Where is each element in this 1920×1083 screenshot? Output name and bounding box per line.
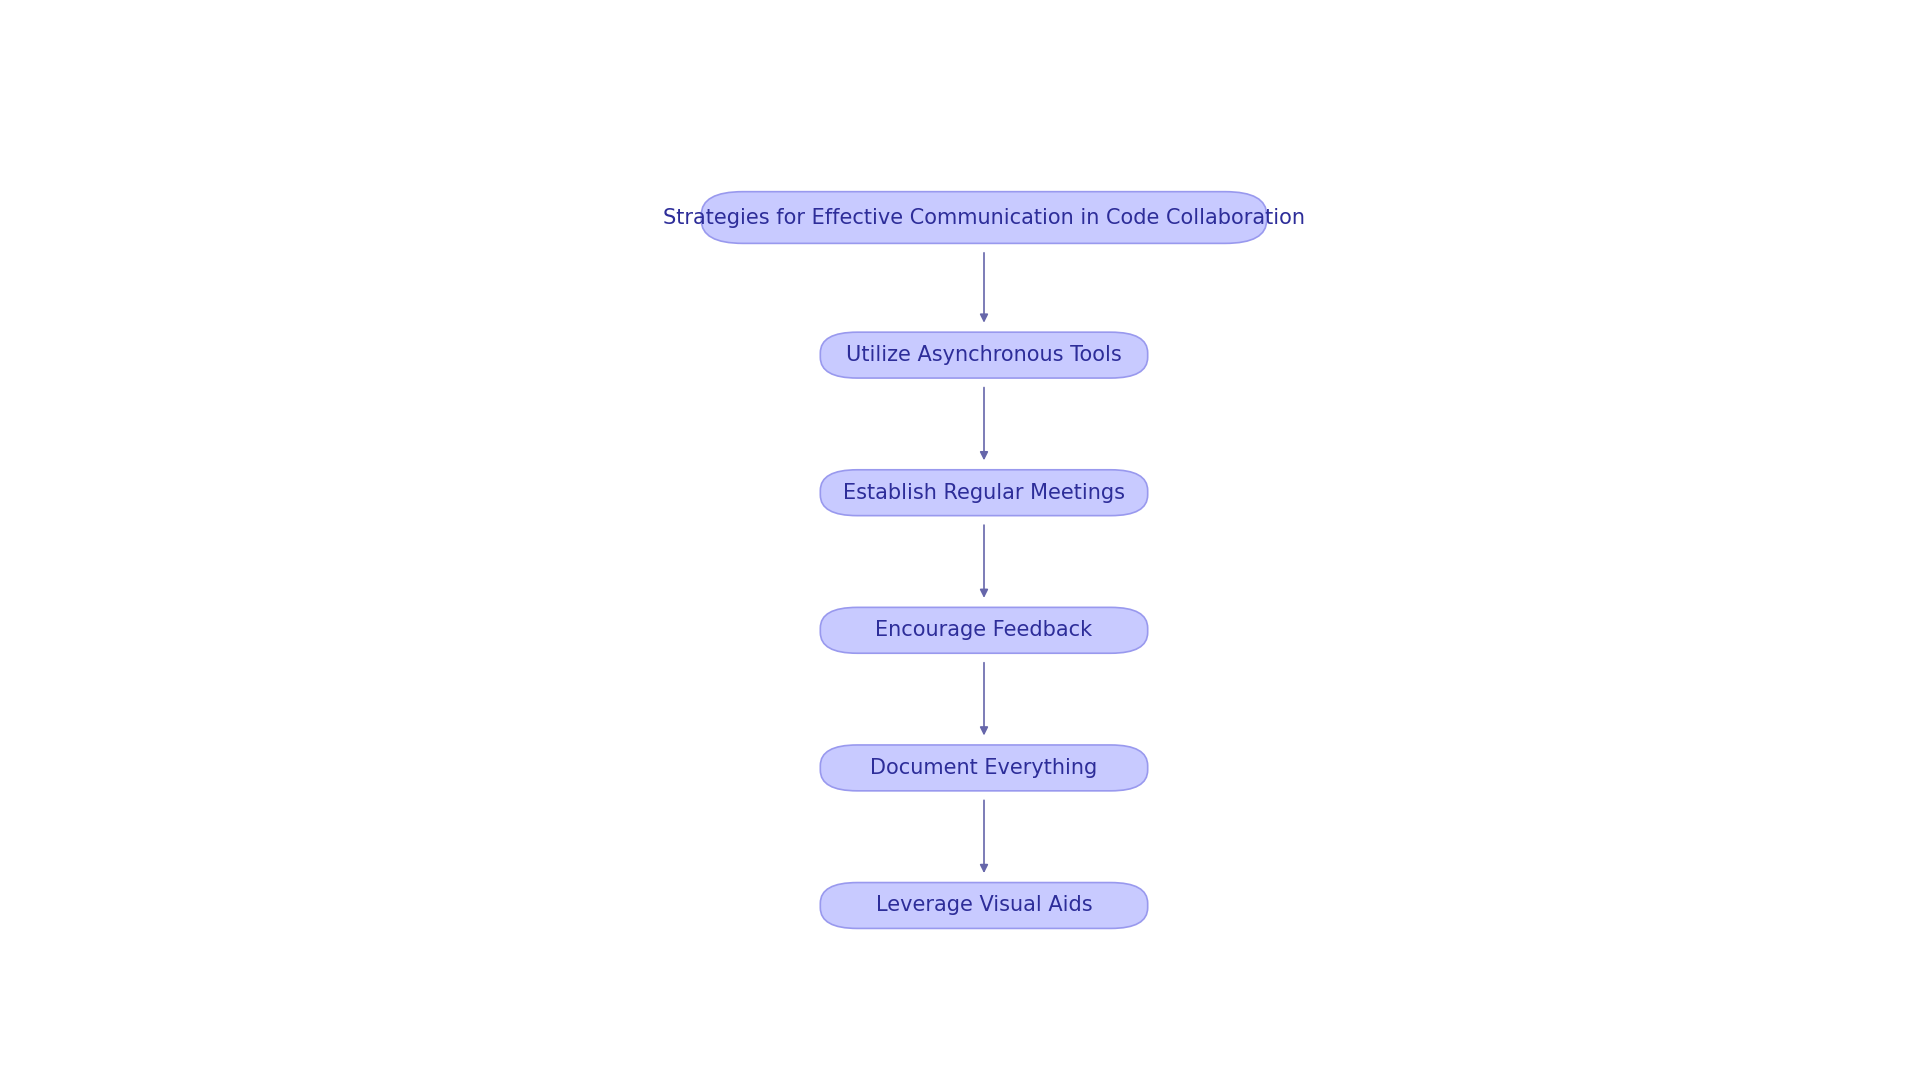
Text: Leverage Visual Aids: Leverage Visual Aids (876, 896, 1092, 915)
FancyBboxPatch shape (820, 883, 1148, 928)
FancyBboxPatch shape (820, 608, 1148, 653)
Text: Establish Regular Meetings: Establish Regular Meetings (843, 483, 1125, 503)
Text: Document Everything: Document Everything (870, 758, 1098, 778)
FancyBboxPatch shape (820, 470, 1148, 516)
FancyBboxPatch shape (701, 192, 1267, 244)
Text: Strategies for Effective Communication in Code Collaboration: Strategies for Effective Communication i… (662, 208, 1306, 227)
Text: Utilize Asynchronous Tools: Utilize Asynchronous Tools (847, 345, 1121, 365)
Text: Encourage Feedback: Encourage Feedback (876, 621, 1092, 640)
FancyBboxPatch shape (820, 332, 1148, 378)
FancyBboxPatch shape (820, 745, 1148, 791)
